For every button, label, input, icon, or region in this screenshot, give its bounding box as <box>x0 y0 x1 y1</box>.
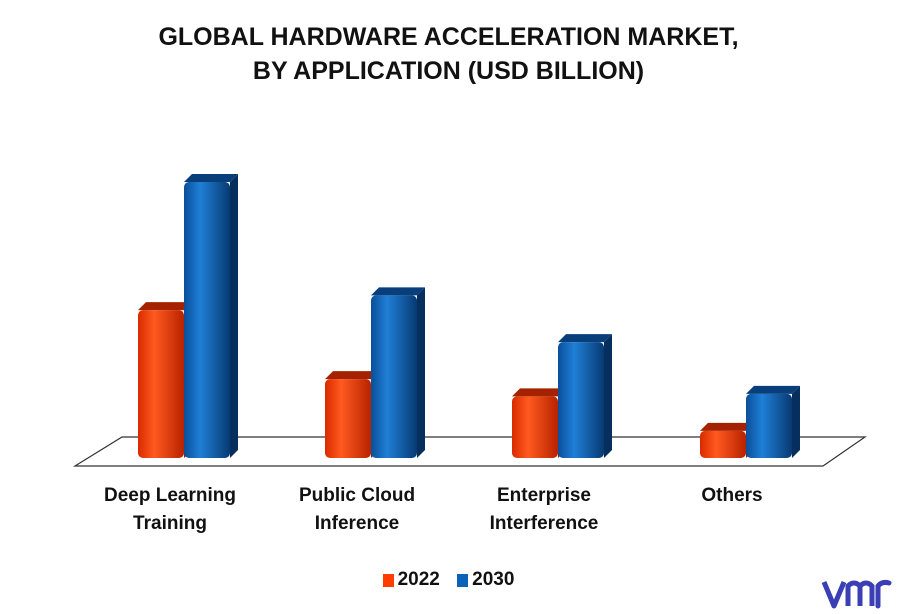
bar-top-2022-3 <box>700 422 754 431</box>
bar-top-2022-0 <box>138 302 192 311</box>
bar-top-2022-2 <box>512 388 566 397</box>
bar-front-2030-1 <box>371 295 417 458</box>
bar-top-2022-1 <box>325 371 379 380</box>
bar-2030-0 <box>184 174 238 458</box>
bar-front-2022-3 <box>700 430 746 458</box>
bar-front-2030-0 <box>184 182 230 458</box>
bar-top-2030-0 <box>184 174 238 182</box>
bar-2030-2 <box>558 334 612 458</box>
category-label-0-line-1: Training <box>133 513 207 534</box>
bar-front-2022-2 <box>512 396 558 458</box>
legend-label-2022: 2022 <box>397 569 440 590</box>
bar-front-2030-3 <box>746 393 792 458</box>
bar-2030-1 <box>371 287 425 458</box>
bar-2030-3 <box>746 385 800 458</box>
bar-2022-0 <box>138 302 192 458</box>
legend-swatch-2022 <box>382 573 394 587</box>
bar-side-2030-2 <box>604 334 612 458</box>
bar-front-2022-0 <box>138 310 184 458</box>
category-label-2: Enterprise Interference <box>459 482 629 538</box>
legend-label-2030: 2030 <box>472 569 515 590</box>
bar-2022-3 <box>700 422 754 458</box>
bar-side-2030-0 <box>230 174 238 458</box>
legend-item-2022: 2022 <box>382 569 440 591</box>
category-label-0-line-0: Deep Learning <box>104 485 236 506</box>
bar-side-2030-3 <box>792 385 800 458</box>
legend-swatch-2030 <box>457 573 469 587</box>
bar-2022-1 <box>325 371 379 458</box>
vmr-logo <box>821 579 892 609</box>
chart-title-line-2: BY APPLICATION (USD BILLION) <box>252 57 645 85</box>
bar-2022-2 <box>512 388 566 458</box>
category-label-3: Others <box>647 482 817 510</box>
bar-front-2022-1 <box>325 379 371 458</box>
category-label-1-line-0: Public Cloud <box>298 485 416 506</box>
bar-top-2030-2 <box>558 334 612 343</box>
legend-item-2030: 2030 <box>457 569 514 591</box>
category-label-1-line-1: Inference <box>314 513 400 534</box>
bar-top-2030-1 <box>371 287 425 296</box>
bar-front-2030-2 <box>558 342 604 458</box>
category-label-2-line-0: Enterprise <box>497 485 591 506</box>
category-label-3-line-0: Others <box>701 485 763 506</box>
legend: 2022 2030 <box>0 569 897 593</box>
category-label-1: Public Cloud Inference <box>272 482 442 538</box>
category-label-0: Deep Learning Training <box>85 482 255 538</box>
chart-title: GLOBAL HARDWARE ACCELERATION MARKET, BY … <box>0 20 897 88</box>
bar-side-2030-1 <box>417 287 425 458</box>
category-label-2-line-1: Interference <box>489 513 599 534</box>
chart-floor <box>72 436 867 467</box>
chart-title-line-1: GLOBAL HARDWARE ACCELERATION MARKET, <box>158 23 739 51</box>
bar-top-2030-3 <box>746 385 800 394</box>
